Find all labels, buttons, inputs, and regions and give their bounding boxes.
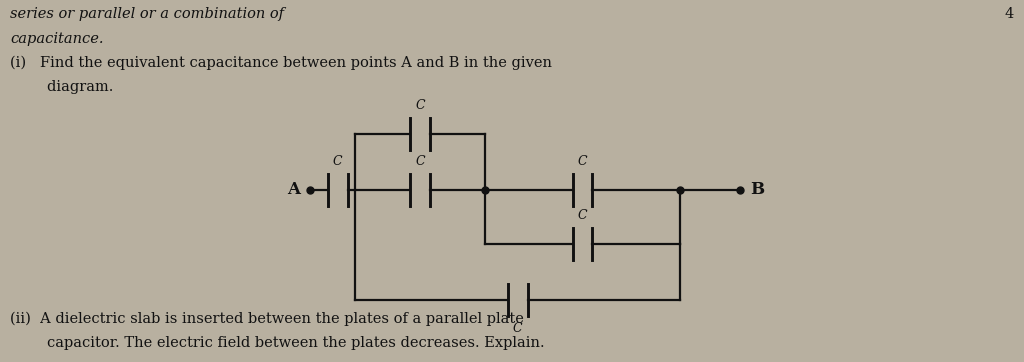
Text: A: A <box>287 181 300 198</box>
Text: C: C <box>415 155 425 168</box>
Text: C: C <box>333 155 342 168</box>
Text: 4: 4 <box>1005 7 1014 21</box>
Text: series or parallel or a combination of: series or parallel or a combination of <box>10 7 284 21</box>
Text: diagram.: diagram. <box>10 80 114 94</box>
Text: (ii)  A dielectric slab is inserted between the plates of a parallel plate: (ii) A dielectric slab is inserted betwe… <box>10 312 524 327</box>
Text: capacitance.: capacitance. <box>10 32 103 46</box>
Text: C: C <box>415 99 425 112</box>
Text: C: C <box>513 322 522 335</box>
Text: (i)   Find the equivalent capacitance between points A and B in the given: (i) Find the equivalent capacitance betw… <box>10 56 552 70</box>
Text: C: C <box>578 209 588 222</box>
Text: B: B <box>750 181 764 198</box>
Text: capacitor. The electric field between the plates decreases. Explain.: capacitor. The electric field between th… <box>10 336 545 350</box>
Text: C: C <box>578 155 588 168</box>
